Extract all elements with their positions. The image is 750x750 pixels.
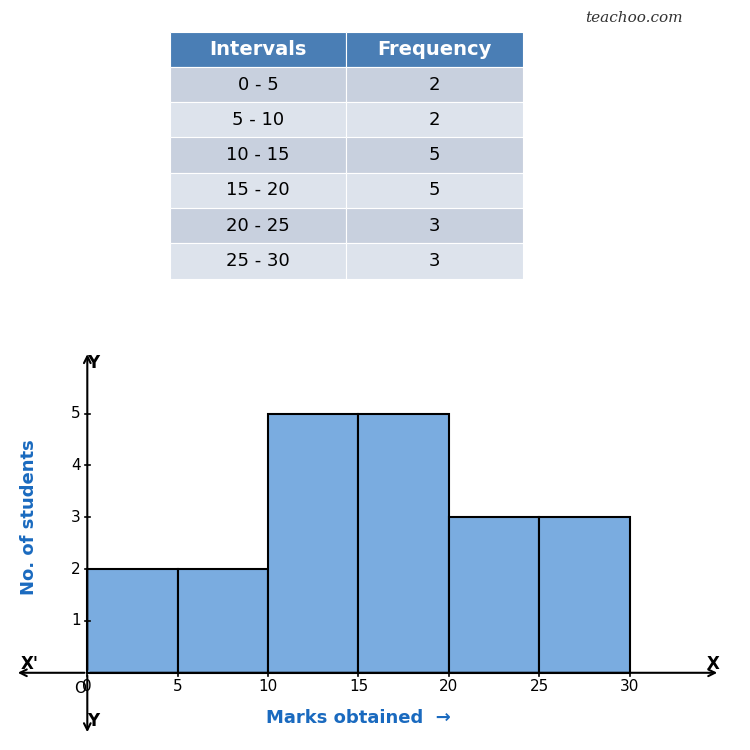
Bar: [87, 569, 178, 673]
Bar: [358, 413, 448, 673]
Text: O: O: [74, 680, 86, 695]
Text: 15: 15: [349, 679, 368, 694]
Text: 5: 5: [71, 406, 81, 421]
Bar: [170, 208, 346, 244]
Text: 25 - 30: 25 - 30: [226, 252, 290, 270]
Bar: [346, 137, 523, 172]
Bar: [170, 102, 346, 137]
Text: 25: 25: [530, 679, 549, 694]
Text: Y: Y: [87, 712, 99, 730]
Text: Y: Y: [87, 354, 99, 372]
Bar: [268, 413, 358, 673]
Bar: [170, 172, 346, 208]
Bar: [346, 172, 523, 208]
Text: 3: 3: [429, 217, 440, 235]
Bar: [346, 244, 523, 279]
Bar: [448, 518, 539, 673]
Bar: [346, 102, 523, 137]
Bar: [539, 518, 629, 673]
Text: 15 - 20: 15 - 20: [226, 182, 290, 200]
Bar: [170, 208, 346, 244]
Bar: [170, 32, 346, 67]
Bar: [346, 32, 523, 67]
Bar: [170, 172, 346, 208]
Text: 4: 4: [71, 458, 81, 473]
Text: 5: 5: [173, 679, 182, 694]
Bar: [170, 67, 346, 102]
Bar: [170, 244, 346, 279]
Bar: [170, 32, 346, 67]
Text: Marks obtained  →: Marks obtained →: [266, 710, 451, 728]
Text: 1: 1: [71, 614, 81, 628]
Text: teachoo.com: teachoo.com: [585, 11, 682, 26]
Bar: [170, 137, 346, 172]
Text: 30: 30: [620, 679, 639, 694]
Text: 5: 5: [429, 182, 440, 200]
Bar: [170, 67, 346, 102]
Text: X: X: [707, 655, 720, 673]
Text: 2: 2: [71, 562, 81, 577]
Text: 5 - 10: 5 - 10: [232, 111, 284, 129]
Bar: [346, 172, 523, 208]
Text: 10: 10: [259, 679, 278, 694]
Text: X': X': [20, 655, 38, 673]
Text: 10 - 15: 10 - 15: [226, 146, 290, 164]
Text: 0 - 5: 0 - 5: [238, 76, 278, 94]
Text: 0: 0: [82, 679, 92, 694]
Bar: [178, 569, 268, 673]
Text: 5: 5: [429, 146, 440, 164]
Text: 20 - 25: 20 - 25: [226, 217, 290, 235]
Text: No. of students: No. of students: [20, 440, 38, 596]
Text: Intervals: Intervals: [209, 40, 307, 58]
Text: 3: 3: [429, 252, 440, 270]
Bar: [346, 32, 523, 67]
Bar: [170, 137, 346, 172]
Bar: [346, 208, 523, 244]
Text: 2: 2: [429, 76, 440, 94]
Bar: [346, 67, 523, 102]
Text: Frequency: Frequency: [377, 40, 492, 58]
Text: 3: 3: [71, 510, 81, 525]
Bar: [346, 208, 523, 244]
Bar: [346, 67, 523, 102]
Bar: [346, 244, 523, 279]
Text: 2: 2: [429, 111, 440, 129]
Text: 20: 20: [440, 679, 458, 694]
Bar: [170, 244, 346, 279]
Bar: [170, 102, 346, 137]
Bar: [346, 102, 523, 137]
Bar: [346, 137, 523, 172]
